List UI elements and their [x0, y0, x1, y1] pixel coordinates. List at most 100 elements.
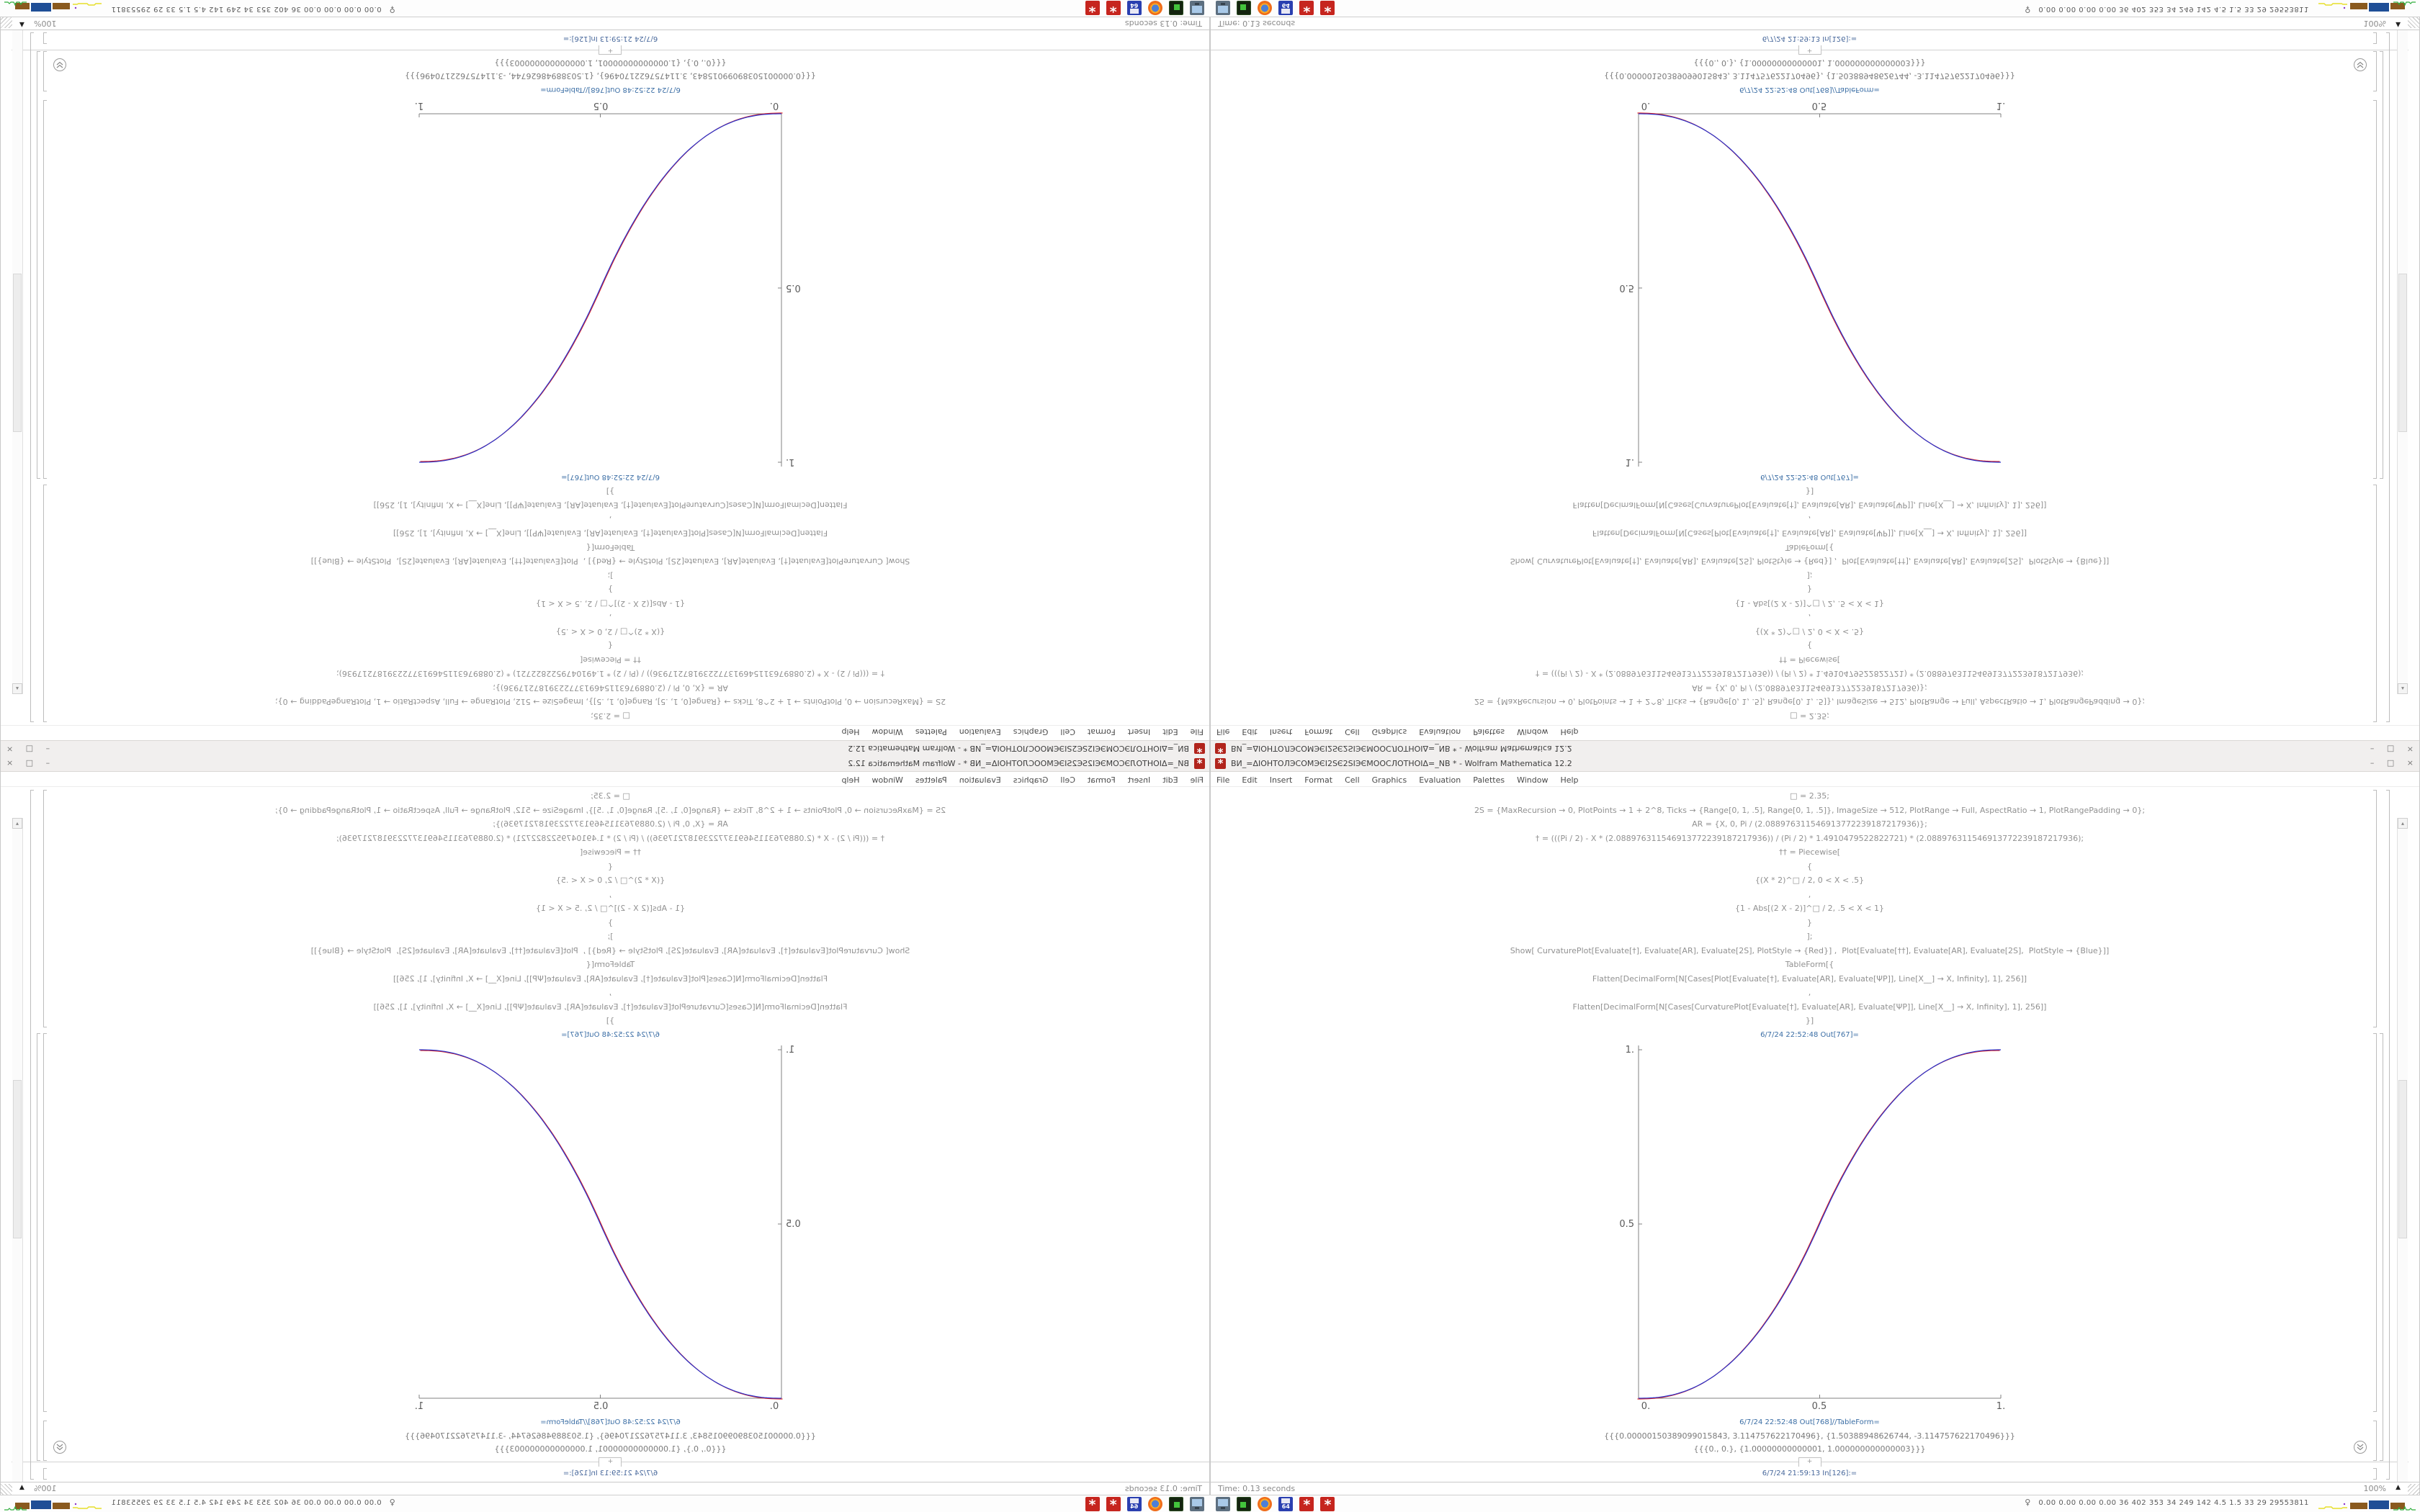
menu-item[interactable]: Insert: [1269, 727, 1293, 737]
menu-item[interactable]: Edit: [1162, 727, 1178, 737]
cell-bracket-group-all[interactable]: [2386, 790, 2390, 1480]
display-icon[interactable]: [1190, 1497, 1204, 1511]
menu-item[interactable]: File: [1216, 727, 1230, 737]
menu-item[interactable]: Window: [1517, 775, 1549, 785]
cell-bracket-output-group[interactable]: [2380, 1033, 2383, 1461]
menu-item[interactable]: Insert: [1269, 775, 1293, 785]
display-icon[interactable]: [1190, 1, 1204, 15]
insert-cell-plus-button[interactable]: +: [1798, 45, 1821, 55]
display-icon[interactable]: [1216, 1, 1230, 15]
cell-bracket-output-plot[interactable]: [43, 100, 47, 479]
cell-bracket-input[interactable]: [43, 790, 47, 1027]
scrollbar-up-arrow-icon[interactable]: ▴: [12, 683, 22, 694]
firefox-icon[interactable]: [1258, 1, 1273, 15]
menu-item[interactable]: Palettes: [1473, 775, 1505, 785]
mathematica-gear-icon[interactable]: *: [1320, 1497, 1335, 1512]
cell-bracket-output-plot[interactable]: [2373, 100, 2377, 479]
menu-item[interactable]: Cell: [1060, 727, 1075, 737]
cell-bracket-input[interactable]: [43, 485, 47, 722]
zoom-level[interactable]: 100%: [2363, 19, 2386, 28]
menu-item[interactable]: Format: [1087, 727, 1116, 737]
maximize-button[interactable]: □: [25, 744, 34, 754]
menu-item[interactable]: Window: [1517, 727, 1549, 737]
scrollbar-thumb[interactable]: [2398, 274, 2407, 432]
title-bar[interactable]: * ВИ_=ΔІОНТОЛЭСОМЭЄІ2SЄ2SІЭЄМООСЛОТНОІΔ=…: [1, 756, 1209, 772]
window-resize-gripper[interactable]: [2408, 17, 2419, 28]
cell-bracket-output-table[interactable]: [2373, 51, 2377, 91]
menu-item[interactable]: Insert: [1127, 727, 1151, 737]
menu-item[interactable]: Palettes: [915, 727, 947, 737]
collapse-group-chevron-icon[interactable]: [2354, 1441, 2367, 1454]
scrollbar-up-arrow-icon[interactable]: ▴: [2398, 818, 2408, 829]
menu-item[interactable]: Palettes: [1473, 727, 1505, 737]
menu-item[interactable]: Evaluation: [1419, 727, 1461, 737]
zoom-level[interactable]: 100%: [2363, 1484, 2386, 1493]
menu-item[interactable]: Help: [841, 775, 860, 785]
firefox-icon[interactable]: [1258, 1497, 1273, 1511]
cell-bracket-input-new[interactable]: [43, 32, 47, 44]
maximize-button[interactable]: □: [2386, 744, 2395, 754]
close-button[interactable]: ×: [6, 744, 14, 754]
cell-bracket-input[interactable]: [2373, 485, 2377, 722]
menu-item[interactable]: Insert: [1127, 775, 1151, 785]
floppy64-icon[interactable]: 64: [1126, 1497, 1142, 1511]
cell-bracket-input-new[interactable]: [43, 1468, 47, 1480]
menu-item[interactable]: Format: [1304, 775, 1333, 785]
cell-bracket-output-table[interactable]: [43, 51, 47, 91]
zoom-menu-arrow-icon[interactable]: ▲: [2396, 21, 2401, 28]
scrollbar-thumb[interactable]: [13, 1080, 22, 1238]
scrollbar-up-arrow-icon[interactable]: ▴: [12, 818, 22, 829]
menu-item[interactable]: Window: [871, 775, 903, 785]
terminal-icon[interactable]: [1237, 1, 1252, 15]
vertical-scrollbar[interactable]: ▴: [12, 818, 23, 1482]
insert-cell-plus-button[interactable]: +: [599, 1457, 622, 1467]
insert-cell-plus-button[interactable]: +: [599, 45, 622, 55]
menu-item[interactable]: Graphics: [1371, 727, 1407, 737]
vertical-scrollbar[interactable]: ▴: [2397, 30, 2408, 694]
menu-item[interactable]: Graphics: [1013, 775, 1049, 785]
minimize-button[interactable]: –: [2370, 758, 2375, 768]
zoom-menu-arrow-icon[interactable]: ▲: [19, 1484, 24, 1491]
mathematica-gear-icon[interactable]: *: [1106, 1497, 1121, 1512]
maximize-button[interactable]: □: [25, 758, 34, 768]
menu-item[interactable]: File: [1190, 775, 1204, 785]
collapse-group-chevron-icon[interactable]: [53, 58, 66, 71]
menu-item[interactable]: Cell: [1345, 775, 1360, 785]
cell-bracket-group-all[interactable]: [2386, 32, 2390, 722]
menu-item[interactable]: Evaluation: [1419, 775, 1461, 785]
menu-item[interactable]: File: [1216, 775, 1230, 785]
window-resize-gripper[interactable]: [2408, 1484, 2419, 1495]
menu-item[interactable]: Help: [1560, 727, 1579, 737]
menu-item[interactable]: Cell: [1345, 727, 1360, 737]
notebook-content[interactable]: □ = 2.35; 2S = {MaxRecursion → 0, PlotPoi…: [1211, 30, 2408, 725]
close-button[interactable]: ×: [2406, 744, 2414, 754]
scrollbar-thumb[interactable]: [2398, 1080, 2407, 1238]
cell-bracket-input[interactable]: [2373, 790, 2377, 1027]
mathematica-gear-icon[interactable]: *: [1320, 0, 1335, 15]
menu-item[interactable]: Format: [1304, 727, 1333, 737]
vertical-scrollbar[interactable]: ▴: [12, 30, 23, 694]
maximize-button[interactable]: □: [2386, 758, 2395, 768]
mathematica-gear-icon[interactable]: *: [1085, 1497, 1100, 1512]
close-button[interactable]: ×: [2406, 758, 2414, 768]
notebook-content[interactable]: □ = 2.35; 2S = {MaxRecursion → 0, PlotPoi…: [1211, 787, 2408, 1482]
mathematica-gear-icon[interactable]: *: [1299, 1497, 1314, 1512]
zoom-level[interactable]: 100%: [34, 19, 57, 28]
minimize-button[interactable]: –: [45, 758, 50, 768]
floppy64-icon[interactable]: 64: [1278, 1, 1294, 15]
cell-bracket-input-new[interactable]: [2373, 1468, 2377, 1480]
cell-bracket-output-table[interactable]: [2373, 1421, 2377, 1461]
scrollbar-thumb[interactable]: [13, 274, 22, 432]
menu-item[interactable]: Edit: [1242, 775, 1258, 785]
terminal-icon[interactable]: [1168, 1, 1183, 15]
menu-item[interactable]: Help: [1560, 775, 1579, 785]
scrollbar-up-arrow-icon[interactable]: ▴: [2398, 683, 2408, 694]
cell-bracket-input-new[interactable]: [2373, 32, 2377, 44]
mathematica-gear-icon[interactable]: *: [1085, 0, 1100, 15]
menu-item[interactable]: Edit: [1242, 727, 1258, 737]
menu-item[interactable]: Palettes: [915, 775, 947, 785]
title-bar[interactable]: * ВИ_=ΔІОНТОЛЭСОМЭЄІ2SЄ2SІЭЄМООСЛОТНОІΔ=…: [1211, 740, 2419, 756]
mathematica-gear-icon[interactable]: *: [1299, 0, 1314, 15]
zoom-menu-arrow-icon[interactable]: ▲: [19, 21, 24, 28]
menu-item[interactable]: Edit: [1162, 775, 1178, 785]
